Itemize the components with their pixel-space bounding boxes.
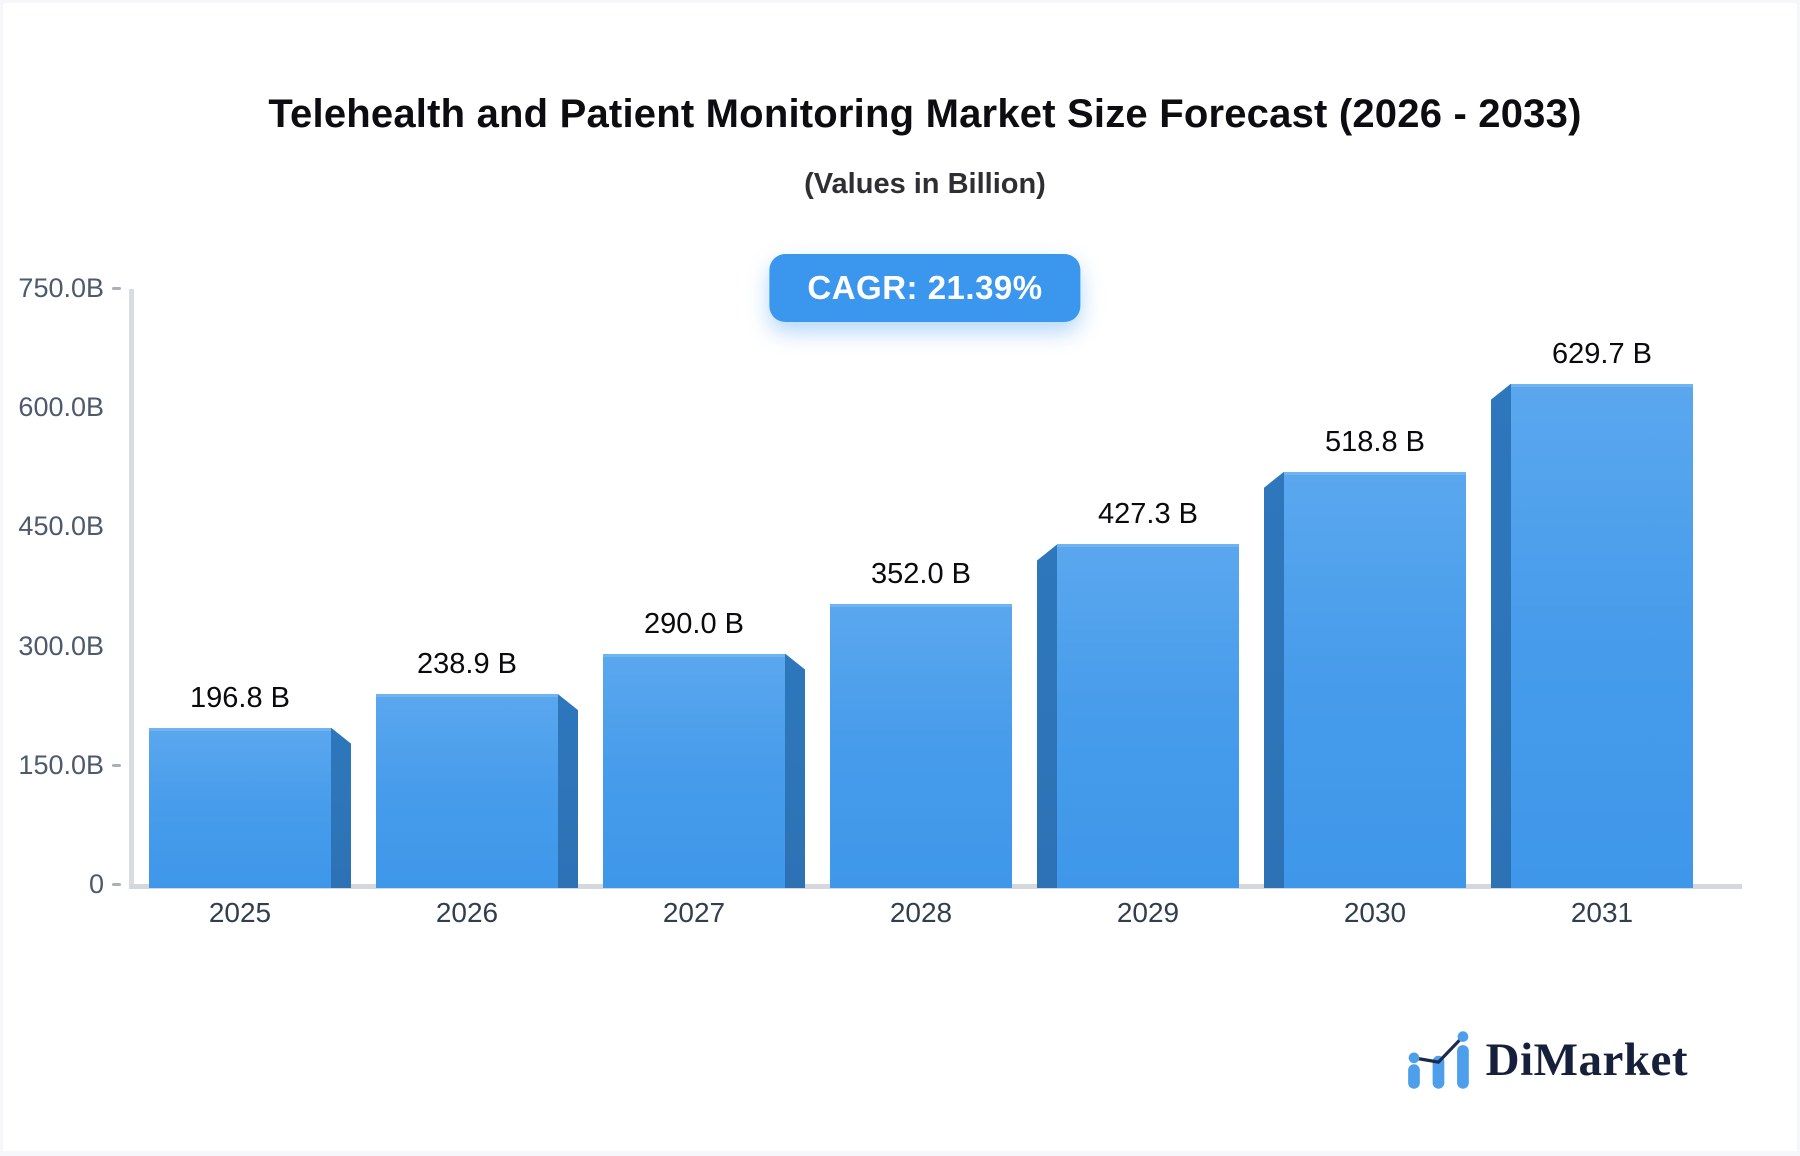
bar-side-2029 [1037,544,1057,888]
y-axis-label-150.0B: 150.0B [18,749,104,780]
bar-2031 [1511,383,1693,888]
bar-chart-trend-icon [1407,1031,1469,1089]
x-axis-label-2029: 2029 [1116,897,1180,928]
x-axis-label-2031: 2031 [1570,897,1634,928]
bar-2028 [830,604,1012,888]
bar-value-label-2027: 290.0 B [644,607,744,640]
bar-2026 [376,694,558,888]
bar-2027 [603,653,785,888]
bar-2025 [149,727,331,888]
bar-2030 [1284,471,1466,888]
x-axis-label-2025: 2025 [208,897,272,928]
bar-value-label-2029: 427.3 B [1098,498,1198,531]
y-axis-tick [112,287,121,290]
logo-text: DiMarket [1485,1034,1688,1086]
bar-2029 [1057,544,1239,888]
y-axis-label-300.0B: 300.0B [18,630,104,661]
bar-value-label-2028: 352.0 B [871,558,971,591]
page-subtitle: (Values in Billion) [804,168,1046,200]
y-axis-line [129,289,134,886]
bar-side-2027 [785,653,805,888]
bar-value-label-2026: 238.9 B [417,648,517,681]
bar-side-2025 [331,727,351,888]
x-axis-label-2030: 2030 [1343,897,1407,928]
bar-value-label-2030: 518.8 B [1325,425,1425,458]
x-axis-label-2027: 2027 [662,897,726,928]
y-axis-tick [112,763,121,767]
page-title: Telehealth and Patient Monitoring Market… [268,92,1582,136]
y-axis-tick [112,883,121,886]
bar-side-2026 [558,694,578,888]
y-axis-label-450.0B: 450.0B [18,511,104,542]
bar-value-label-2031: 629.7 B [1552,337,1652,370]
y-axis-label-600.0B: 600.0B [18,392,104,423]
dimarket-logo: DiMarket [1406,1028,1688,1092]
bar-value-label-2025: 196.8 B [190,681,290,714]
cagr-badge: CAGR: 21.39% [769,254,1081,322]
y-axis-label-750.0B: 750.0B [18,273,104,303]
x-axis-label-2028: 2028 [889,897,953,928]
x-axis-label-2026: 2026 [435,897,499,928]
bar-side-2030 [1264,471,1284,888]
bar-side-2031 [1491,383,1511,888]
y-axis-label-0: 0 [88,869,104,899]
